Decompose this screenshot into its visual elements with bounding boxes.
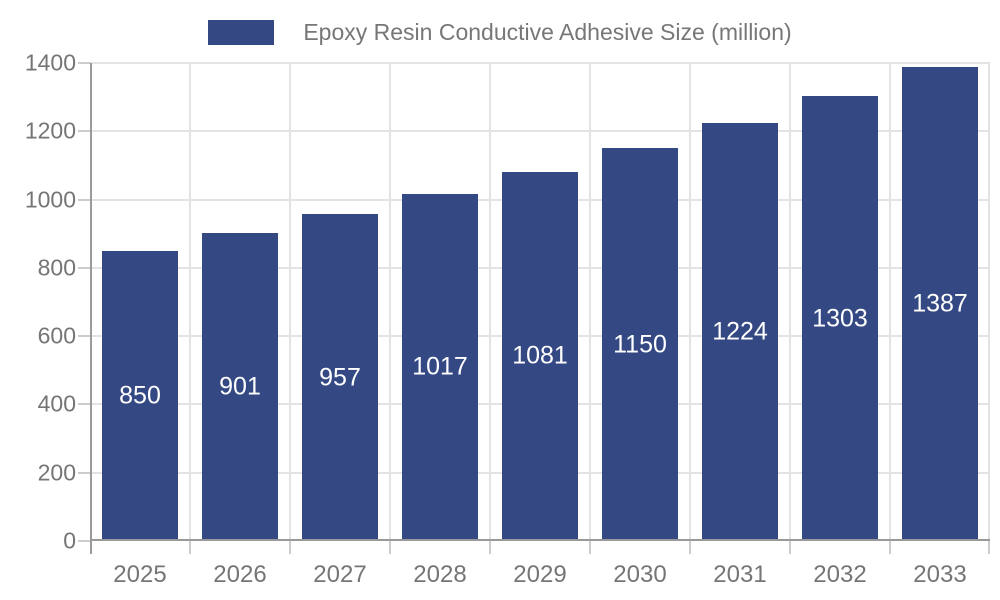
x-axis-tick bbox=[988, 541, 990, 554]
x-axis-tick bbox=[289, 541, 291, 554]
bar[interactable]: 1224 bbox=[702, 123, 778, 541]
x-axis-tick bbox=[189, 541, 191, 554]
gridline-horizontal bbox=[90, 130, 990, 133]
x-axis-tick bbox=[589, 541, 591, 554]
bar[interactable]: 957 bbox=[302, 214, 378, 541]
x-axis-tick-label: 2026 bbox=[213, 561, 267, 588]
legend[interactable]: Epoxy Resin Conductive Adhesive Size (mi… bbox=[0, 19, 1000, 46]
x-axis-tick-label: 2030 bbox=[613, 561, 667, 588]
bar-value-label: 957 bbox=[319, 363, 361, 392]
x-axis-tick bbox=[489, 541, 491, 554]
x-axis-tick-label: 2031 bbox=[713, 561, 767, 588]
gridline-vertical bbox=[189, 63, 191, 541]
gridline-vertical bbox=[289, 63, 291, 541]
gridline-vertical bbox=[489, 63, 491, 541]
y-axis-tick bbox=[78, 198, 90, 201]
gridline-vertical bbox=[689, 63, 691, 541]
y-axis-tick bbox=[78, 266, 90, 269]
x-axis-tick-label: 2027 bbox=[313, 561, 367, 588]
gridline-vertical bbox=[389, 63, 391, 541]
bar[interactable]: 1017 bbox=[402, 193, 478, 541]
x-axis-tick-label: 2025 bbox=[113, 561, 167, 588]
bar-value-label: 1081 bbox=[512, 341, 568, 370]
gridline-vertical bbox=[988, 63, 990, 541]
bar[interactable]: 1303 bbox=[802, 96, 878, 541]
legend-label[interactable]: Epoxy Resin Conductive Adhesive Size (mi… bbox=[303, 19, 792, 45]
plot-area: 0 200 400 600 800 1000 1200 1400 850 2025 901 2026 9… bbox=[25, 51, 990, 587]
y-axis-tick bbox=[78, 403, 90, 406]
gridline-vertical bbox=[789, 63, 791, 541]
x-axis-line bbox=[90, 539, 990, 541]
bar-value-label: 1150 bbox=[613, 330, 667, 359]
x-axis-tick bbox=[889, 541, 891, 554]
bar[interactable]: 850 bbox=[102, 250, 178, 541]
bar[interactable]: 1387 bbox=[902, 67, 978, 541]
y-axis-tick bbox=[78, 130, 90, 133]
y-axis-tick-label: 1000 bbox=[24, 186, 76, 213]
bar-value-label: 901 bbox=[219, 372, 261, 401]
bar-value-label: 1017 bbox=[412, 352, 468, 381]
x-axis-tick-label: 2028 bbox=[413, 561, 467, 588]
y-axis-tick-label: 600 bbox=[37, 322, 76, 349]
x-axis-tick-label: 2032 bbox=[813, 561, 867, 588]
bar-value-label: 1303 bbox=[812, 304, 868, 333]
y-axis-tick-label: 400 bbox=[37, 390, 76, 417]
x-axis-tick bbox=[689, 541, 691, 554]
y-axis-tick-label: 1200 bbox=[24, 117, 76, 144]
legend-swatch[interactable] bbox=[208, 20, 275, 45]
y-axis-tick-label: 1400 bbox=[24, 49, 76, 76]
bar[interactable]: 1150 bbox=[602, 148, 678, 541]
gridline-vertical bbox=[889, 63, 891, 541]
bar[interactable]: 1081 bbox=[502, 171, 578, 541]
x-axis-tick-label: 2033 bbox=[913, 561, 967, 588]
gridline-vertical bbox=[589, 63, 591, 541]
y-axis-line bbox=[90, 63, 92, 554]
y-axis-tick bbox=[78, 540, 90, 542]
bar-value-label: 850 bbox=[119, 381, 161, 410]
gridline-horizontal bbox=[90, 62, 990, 64]
y-axis-tick bbox=[78, 335, 90, 338]
x-axis-tick bbox=[789, 541, 791, 554]
y-axis-tick-label: 0 bbox=[63, 527, 76, 554]
y-axis-tick bbox=[78, 62, 90, 64]
x-axis-tick bbox=[389, 541, 391, 554]
y-axis-tick-label: 200 bbox=[37, 459, 76, 486]
bar[interactable]: 901 bbox=[202, 233, 278, 541]
bar-value-label: 1224 bbox=[712, 317, 768, 346]
x-axis-tick-label: 2029 bbox=[513, 561, 567, 588]
y-axis-tick-label: 800 bbox=[37, 254, 76, 281]
bar-value-label: 1387 bbox=[912, 289, 968, 318]
y-axis-tick bbox=[78, 471, 90, 474]
